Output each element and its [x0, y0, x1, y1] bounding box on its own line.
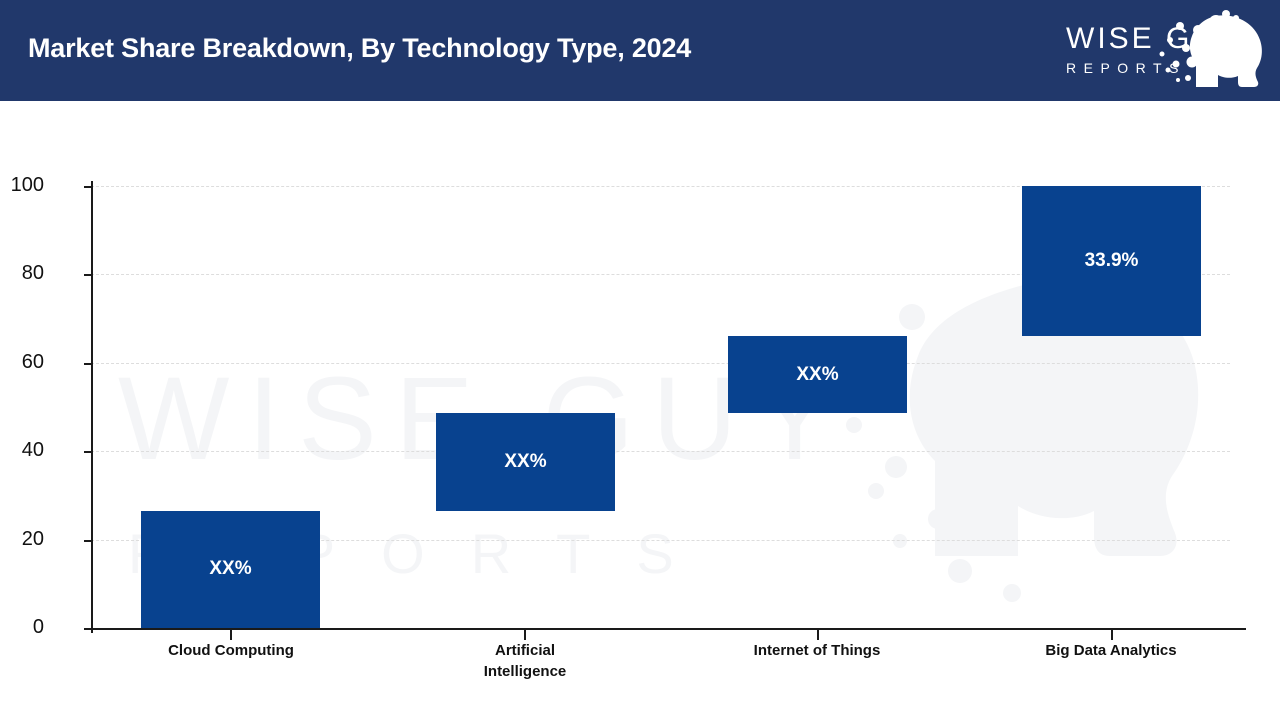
- bar-cloud-computing[interactable]: [141, 511, 320, 628]
- x-tick-label-cloud-computing: Cloud Computing: [168, 642, 294, 659]
- bar-artificial-intelligence[interactable]: [436, 413, 615, 511]
- y-tick-label-60: 60: [21, 351, 44, 373]
- y-tick-label-80: 80: [21, 262, 44, 284]
- gridline-60: [91, 362, 1230, 364]
- gridline-80: [91, 274, 1230, 276]
- y-tick-label-100: 100: [10, 174, 44, 196]
- wise-guy-reports-logo: WISE GUY REPORTS: [1020, 8, 1272, 94]
- bar-label-artificial-intelligence: XX%: [504, 451, 547, 472]
- y-tick-label-0: 0: [32, 616, 44, 638]
- logo-subtext: REPORTS: [1066, 60, 1186, 76]
- bar-label-internet-of-things: XX%: [796, 364, 839, 385]
- x-tick-mark-big-data-analytics: [1111, 630, 1113, 640]
- y-axis-line: [91, 181, 93, 633]
- gridline-20: [91, 539, 1230, 541]
- page-title: Market Share Breakdown, By Technology Ty…: [28, 33, 692, 63]
- plot-area: XX% XX% XX% 33.9% 100 80 60 40 20 0: [11, 101, 1246, 720]
- gridline-100: [91, 186, 1230, 187]
- x-tick-label-internet-of-things: Internet of Things: [753, 642, 881, 659]
- y-tick-label-40: 40: [21, 439, 44, 461]
- y-tick-mark-20: [84, 539, 92, 542]
- x-axis-line: [91, 628, 1246, 630]
- gridline-40: [91, 451, 1230, 453]
- y-tick-mark-0: [84, 628, 92, 630]
- bar-label-cloud-computing: XX%: [209, 558, 252, 579]
- x-tick-mark-artificial-intelligence: [524, 630, 526, 640]
- y-tick-label-20: 20: [21, 528, 44, 550]
- x-tick-label-artificial-intelligence: Artificial Intelligence: [483, 642, 567, 680]
- y-tick-mark-60: [84, 362, 92, 365]
- y-tick-mark-100: [84, 186, 92, 188]
- bar-label-big-data-analytics: 33.9%: [1084, 250, 1139, 271]
- chart-container: WISE GUY REPORTS XX% XX% XX% 33.9%: [0, 101, 1280, 720]
- x-tick-mark-internet-of-things: [817, 630, 819, 640]
- y-tick-mark-40: [84, 451, 92, 454]
- page-header: Market Share Breakdown, By Technology Ty…: [0, 0, 1280, 101]
- logo-head-icon: [1159, 10, 1262, 87]
- x-tick-label-big-data-analytics: Big Data Analytics: [1045, 642, 1177, 659]
- logo-wordmark: WISE GUY: [1066, 22, 1241, 55]
- y-tick-mark-80: [84, 274, 92, 277]
- x-tick-mark-cloud-computing: [230, 630, 232, 640]
